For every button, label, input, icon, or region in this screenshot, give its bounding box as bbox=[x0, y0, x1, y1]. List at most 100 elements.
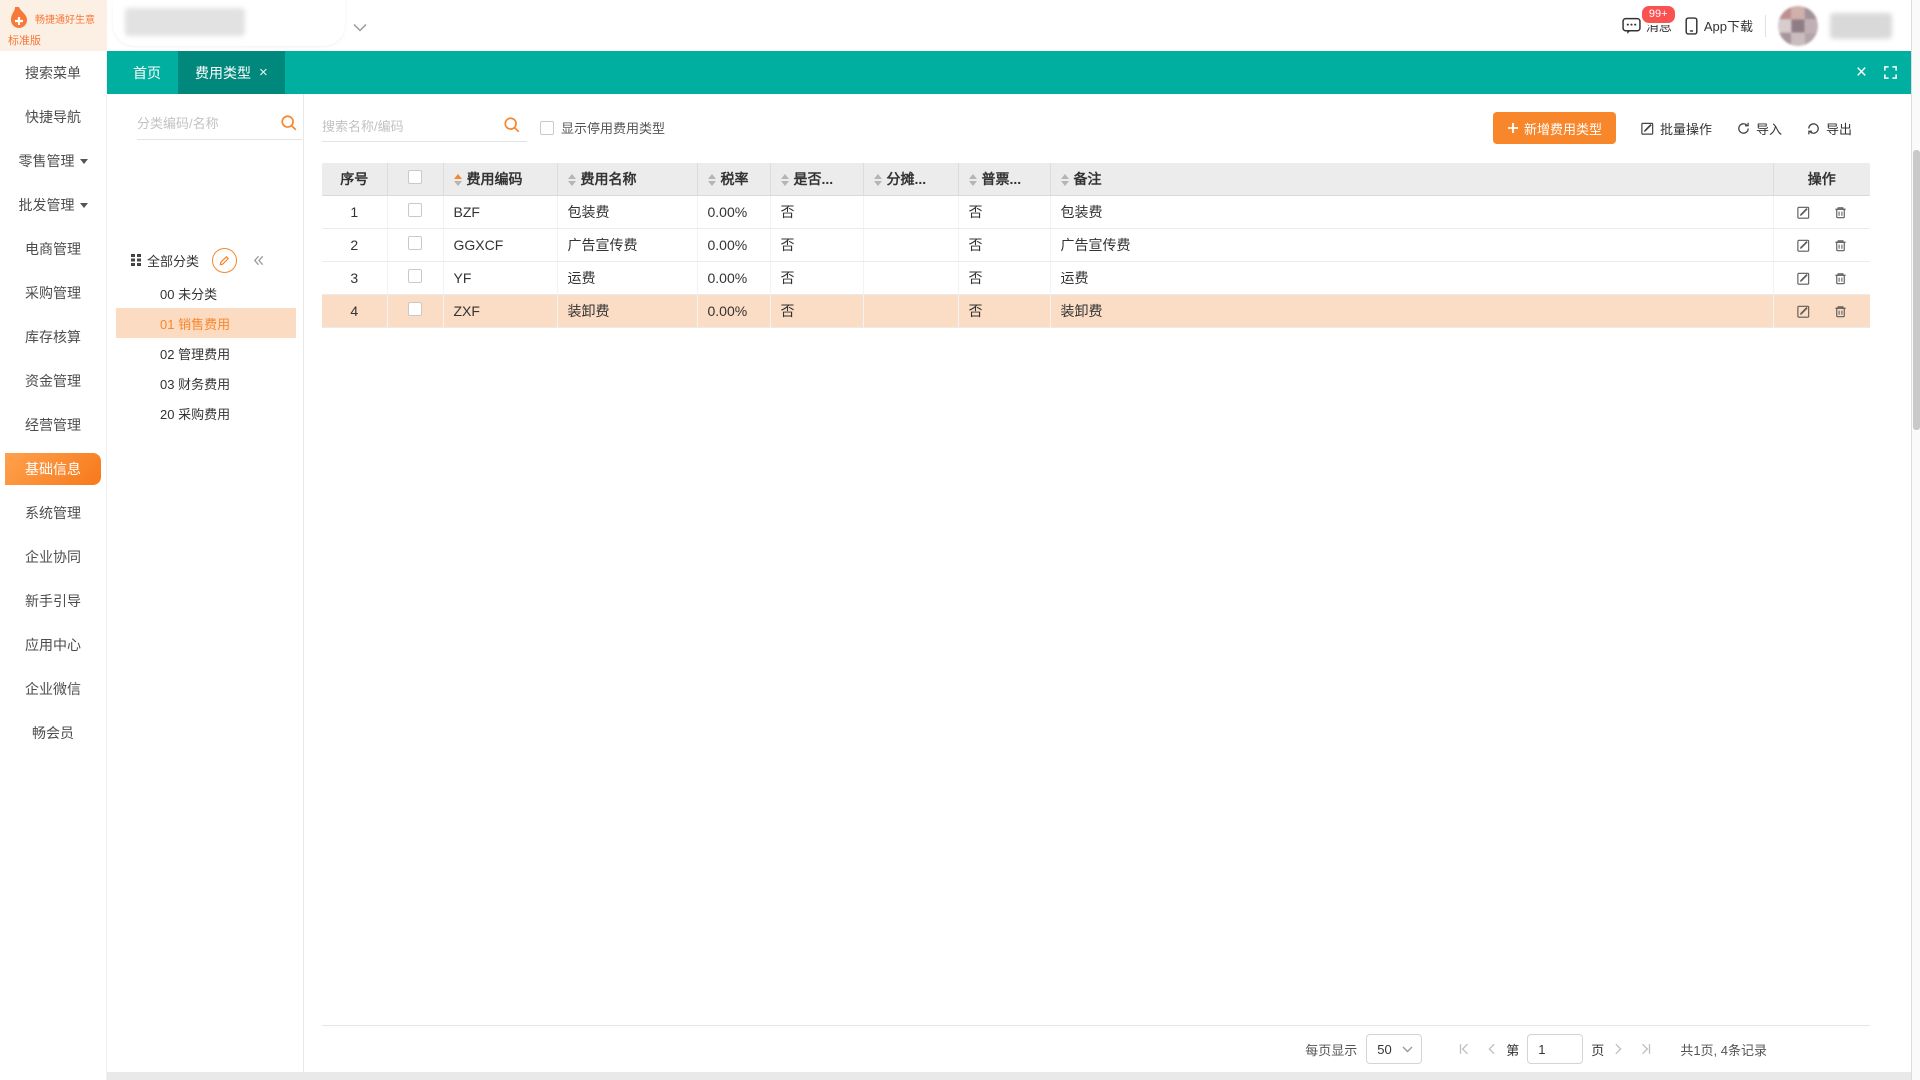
col-header-tax[interactable]: 税率 bbox=[697, 163, 771, 196]
col-header-name[interactable]: 费用名称 bbox=[557, 163, 698, 196]
messages-button[interactable]: 消息 99+ bbox=[1622, 4, 1677, 35]
col-header-yesno[interactable]: 是否... bbox=[770, 163, 864, 196]
chevron-down-icon bbox=[79, 158, 88, 164]
category-search-input[interactable] bbox=[137, 110, 267, 136]
col-header-allocate[interactable]: 分摊... bbox=[863, 163, 959, 196]
sort-icon[interactable] bbox=[780, 174, 789, 187]
per-page-select[interactable]: 50 bbox=[1366, 1034, 1423, 1064]
sidebar-item-collaboration[interactable]: 企业协同 bbox=[0, 535, 106, 579]
edit-icon[interactable] bbox=[1796, 238, 1811, 253]
category-edit-icon[interactable] bbox=[212, 247, 238, 273]
close-icon[interactable]: × bbox=[1855, 62, 1867, 83]
next-page-button[interactable] bbox=[1611, 1042, 1625, 1056]
sidebar-item-wecom[interactable]: 企业微信 bbox=[0, 667, 106, 711]
delete-icon[interactable] bbox=[1833, 304, 1848, 319]
tab-bar: 首页 费用类型 × × bbox=[107, 51, 1912, 94]
redacted-text bbox=[125, 8, 245, 36]
category-root[interactable]: 全部分类 bbox=[131, 246, 299, 274]
sidebar-item-retail[interactable]: 零售管理 bbox=[0, 139, 106, 183]
sort-icon[interactable] bbox=[1060, 174, 1069, 187]
delete-icon[interactable] bbox=[1833, 238, 1848, 253]
cell-name: 装卸费 bbox=[557, 294, 698, 328]
user-name-redacted[interactable] bbox=[1830, 12, 1892, 39]
topbar: 消息 99+ App下载 bbox=[107, 0, 1912, 51]
category-item-label: 01 销售费用 bbox=[160, 316, 231, 332]
collapse-panel-icon[interactable] bbox=[252, 254, 265, 267]
table-row[interactable]: 3 YF 运费 0.00% 否 否 运费 bbox=[322, 261, 1870, 295]
search-icon[interactable] bbox=[503, 116, 521, 139]
fullscreen-icon[interactable] bbox=[1883, 65, 1898, 80]
category-item-02[interactable]: 02 管理费用 bbox=[116, 338, 296, 368]
sort-icon[interactable] bbox=[873, 174, 882, 187]
category-item-01[interactable]: 01 销售费用 bbox=[116, 308, 296, 338]
sidebar-item-member[interactable]: 畅会员 bbox=[0, 711, 106, 755]
tab-fee-type[interactable]: 费用类型 × bbox=[178, 51, 285, 94]
company-dropdown-caret-icon[interactable] bbox=[353, 19, 367, 37]
checkbox-icon[interactable] bbox=[540, 120, 554, 135]
cell-actions bbox=[1773, 195, 1870, 229]
sidebar-item-system[interactable]: 系统管理 bbox=[0, 491, 106, 535]
edit-icon[interactable] bbox=[1796, 304, 1811, 319]
vertical-scrollbar[interactable] bbox=[1911, 0, 1920, 1080]
row-checkbox[interactable] bbox=[408, 269, 422, 283]
cell-invoice: 否 bbox=[958, 261, 1051, 295]
avatar[interactable] bbox=[1778, 5, 1818, 46]
sidebar-item-wholesale[interactable]: 批发管理 bbox=[0, 183, 106, 227]
sidebar-item-quick-nav[interactable]: 快捷导航 bbox=[0, 95, 106, 139]
select-all-checkbox[interactable] bbox=[408, 170, 422, 185]
category-item-20[interactable]: 20 采购费用 bbox=[116, 398, 296, 428]
sidebar-item-ecommerce[interactable]: 电商管理 bbox=[0, 227, 106, 271]
category-item-03[interactable]: 03 财务费用 bbox=[116, 368, 296, 398]
prev-page-button[interactable] bbox=[1485, 1042, 1499, 1056]
sidebar-item-app-center[interactable]: 应用中心 bbox=[0, 623, 106, 667]
search-icon[interactable] bbox=[280, 114, 298, 137]
last-page-button[interactable] bbox=[1639, 1042, 1653, 1056]
export-button-label: 导出 bbox=[1825, 121, 1852, 137]
company-name-redacted[interactable] bbox=[113, 0, 345, 46]
row-checkbox[interactable] bbox=[408, 236, 422, 250]
col-header-code[interactable]: 费用编码 bbox=[443, 163, 558, 196]
cell-name: 包装费 bbox=[557, 195, 698, 229]
sidebar-item-basic-info[interactable]: 基础信息 bbox=[5, 453, 101, 485]
col-header-note[interactable]: 备注 bbox=[1050, 163, 1774, 196]
category-root-label: 全部分类 bbox=[147, 253, 200, 269]
delete-icon[interactable] bbox=[1833, 271, 1848, 286]
row-checkbox[interactable] bbox=[408, 302, 422, 316]
col-header-invoice[interactable]: 普票... bbox=[958, 163, 1051, 196]
delete-icon[interactable] bbox=[1833, 205, 1848, 220]
sidebar-item-search-menu[interactable]: 搜索菜单 bbox=[0, 51, 106, 95]
cell-yesno: 否 bbox=[770, 228, 864, 262]
edit-icon[interactable] bbox=[1796, 271, 1811, 286]
table-row[interactable]: 2 GGXCF 广告宣传费 0.00% 否 否 广告宣传费 bbox=[322, 228, 1870, 262]
table-row-selected[interactable]: 4 ZXF 装卸费 0.00% 否 否 装卸费 bbox=[322, 294, 1870, 328]
fee-search-input[interactable] bbox=[322, 114, 487, 138]
sidebar-item-funds[interactable]: 资金管理 bbox=[0, 359, 106, 403]
batch-operations-button[interactable]: 批量操作 bbox=[1632, 112, 1720, 144]
sidebar-item-label: 新手引导 bbox=[25, 593, 81, 609]
tab-home[interactable]: 首页 bbox=[116, 51, 178, 94]
table-row[interactable]: 1 BZF 包装费 0.00% 否 否 包装费 bbox=[322, 195, 1870, 229]
category-item-00[interactable]: 00 未分类 bbox=[116, 278, 296, 308]
sort-icon[interactable] bbox=[567, 174, 576, 187]
scrollbar-thumb[interactable] bbox=[1913, 150, 1920, 430]
export-button[interactable]: 导出 bbox=[1798, 112, 1860, 144]
import-button[interactable]: 导入 bbox=[1728, 112, 1790, 144]
sidebar-item-operations[interactable]: 经营管理 bbox=[0, 403, 106, 447]
show-disabled-checkbox[interactable]: 显示停用费用类型 bbox=[540, 118, 665, 137]
cell-code: ZXF bbox=[443, 294, 558, 328]
category-item-label: 20 采购费用 bbox=[160, 406, 231, 422]
row-checkbox[interactable] bbox=[408, 203, 422, 217]
edit-icon[interactable] bbox=[1796, 205, 1811, 220]
page-number-input[interactable] bbox=[1527, 1034, 1584, 1064]
sort-icon[interactable] bbox=[707, 174, 716, 187]
fee-type-table: 序号 费用编码 费用名称 税率 是否... 分摊... 普票... 备注 操作 bbox=[322, 163, 1870, 328]
first-page-button[interactable] bbox=[1457, 1042, 1471, 1056]
app-download-button[interactable]: App下载 bbox=[1684, 16, 1753, 35]
sidebar-item-purchase[interactable]: 采购管理 bbox=[0, 271, 106, 315]
add-fee-type-button[interactable]: 新增费用类型 bbox=[1492, 112, 1616, 144]
sort-icon[interactable] bbox=[453, 174, 462, 187]
tab-close-icon[interactable]: × bbox=[259, 64, 268, 81]
sort-icon[interactable] bbox=[968, 174, 977, 187]
sidebar-item-inventory[interactable]: 库存核算 bbox=[0, 315, 106, 359]
sidebar-item-beginner-guide[interactable]: 新手引导 bbox=[0, 579, 106, 623]
